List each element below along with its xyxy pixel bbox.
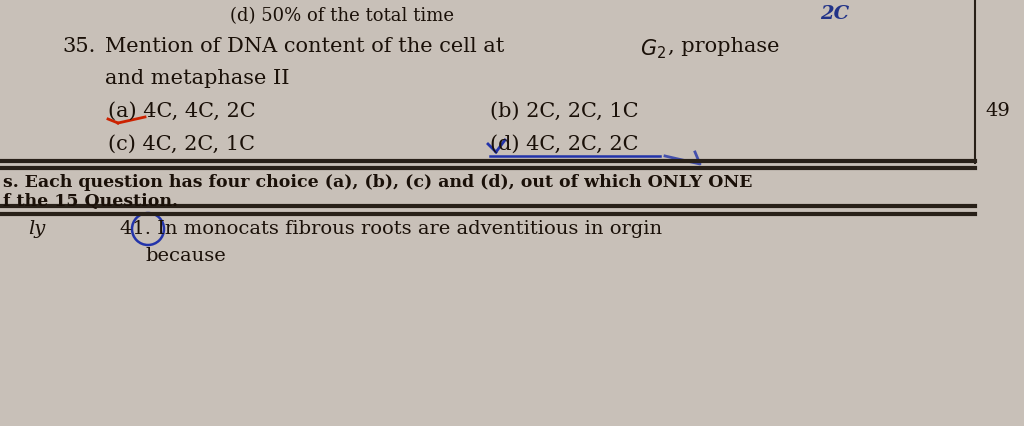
Text: (c) 4C, 2C, 1C: (c) 4C, 2C, 1C (108, 135, 255, 154)
Text: ly: ly (28, 219, 45, 237)
Text: (d) 4C, 2C, 2C: (d) 4C, 2C, 2C (490, 135, 639, 154)
Text: s. Each question has four choice (a), (b), (c) and (d), out of which ONLY ONE: s. Each question has four choice (a), (b… (3, 173, 753, 190)
Text: f the 15 Question.: f the 15 Question. (3, 193, 178, 210)
Text: (a) 4C, 4C, 2C: (a) 4C, 4C, 2C (108, 102, 256, 121)
Text: $G_2$: $G_2$ (640, 37, 666, 60)
Text: 41. In monocats fibrous roots are adventitious in orgin: 41. In monocats fibrous roots are advent… (120, 219, 663, 237)
Text: 49: 49 (985, 102, 1010, 120)
Text: , prophase: , prophase (668, 37, 779, 56)
Text: 35.: 35. (62, 37, 95, 56)
Text: (d) 50% of the total time: (d) 50% of the total time (230, 7, 454, 25)
Text: because: because (145, 246, 225, 265)
Text: and metaphase II: and metaphase II (105, 69, 290, 88)
Text: 2C: 2C (820, 5, 849, 23)
Text: Mention of DNA content of the cell at: Mention of DNA content of the cell at (105, 37, 511, 56)
Text: (b) 2C, 2C, 1C: (b) 2C, 2C, 1C (490, 102, 639, 121)
